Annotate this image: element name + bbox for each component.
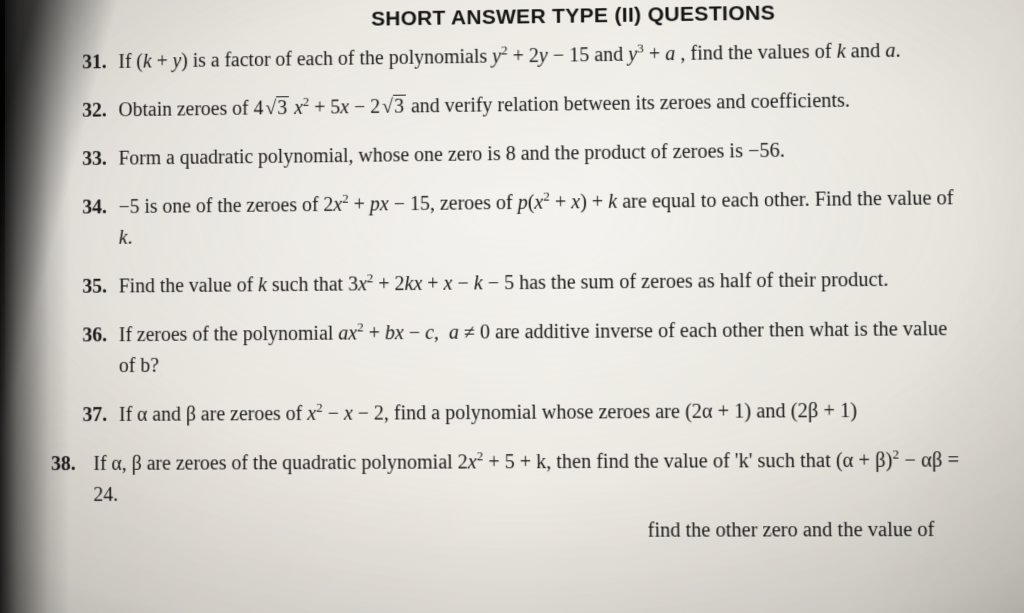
question-number: 31. [68, 47, 107, 78]
question-number: 34. [68, 192, 107, 223]
question-text: If α, β are zeroes of the quadratic poly… [93, 449, 959, 506]
question-item: 32. Obtain zeroes of 43 x2 + 5x − 23 and … [68, 84, 959, 127]
question-item: 35. Find the value of k such that 3x2 + 2… [68, 264, 962, 303]
question-text: Form a quadratic polynomial, whose one z… [119, 140, 785, 170]
trailing-fragment: find the other zero and the value of [119, 515, 966, 548]
question-text: If zeroes of the polynomial ax2 + bx − c… [119, 318, 948, 377]
question-number: 35. [68, 272, 107, 303]
question-text: Obtain zeroes of 43 x2 + 5x − 23 and ver… [118, 90, 850, 122]
question-number: 37. [68, 400, 107, 431]
question-number: 32. [68, 96, 107, 127]
question-item: 38.If α, β are zeroes of the quadratic p… [40, 445, 965, 511]
question-text: Find the value of k such that 3x2 + 2kx … [119, 269, 889, 298]
question-item: 31. If (k + y) is a factor of each of the… [68, 35, 958, 79]
question-item: 34. −5 is one of the zeroes of 2x2 + px −… [68, 183, 961, 254]
section-title: SHORT ANSWER TYPE (II) QUESTIONS [195, 0, 957, 34]
question-number: 38. [36, 449, 75, 480]
question-number: 33. [68, 144, 107, 175]
question-item: 33. Form a quadratic polynomial, whose on… [68, 134, 960, 176]
question-text: If (k + y) is a factor of each of the po… [118, 40, 900, 73]
question-number: 36. [68, 320, 107, 351]
question-item: 36. If zeroes of the polynomial ax2 + bx … [68, 314, 963, 383]
question-text: −5 is one of the zeroes of 2x2 + px − 15… [119, 187, 954, 249]
question-item: 37. If α and β are zeroes of x2 − x − 2, … [68, 395, 964, 431]
question-text: If α and β are zeroes of x2 − x − 2, fin… [119, 400, 857, 426]
page: (CBSE, 2013) SHORT ANSWER TYPE (II) QUES… [5, 0, 1024, 613]
question-list: 31. If (k + y) is a factor of each of the… [68, 35, 966, 511]
